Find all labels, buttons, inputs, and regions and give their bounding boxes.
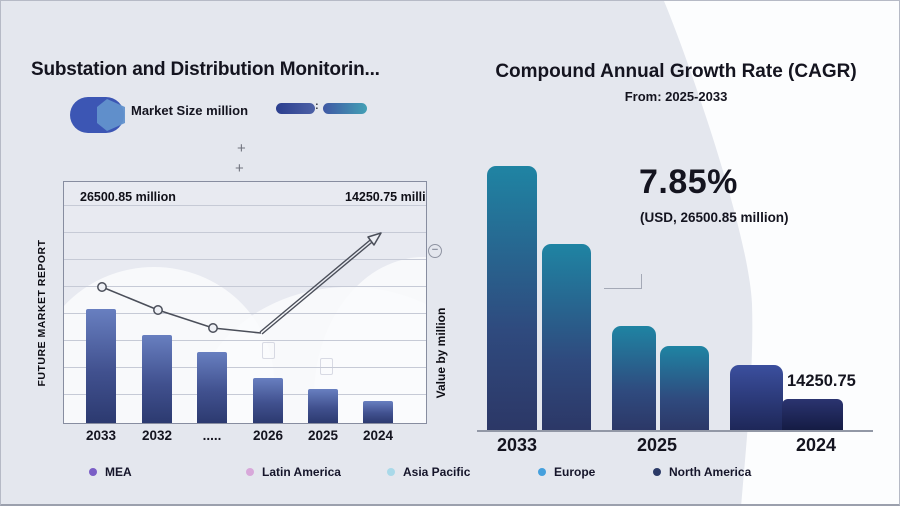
x-axis-label: 2025 <box>307 428 339 443</box>
market-title: Substation and Distribution Monitorin... <box>31 59 380 80</box>
cagr-x-label: 2025 <box>636 435 678 455</box>
cagr-bar-2033-secondary <box>542 244 591 432</box>
growth-arrow-line <box>261 237 378 335</box>
gridline <box>64 394 426 395</box>
legend-marker <box>653 468 661 476</box>
gridline <box>64 313 426 314</box>
ratio-pill-left <box>276 103 315 114</box>
market-size-chart-panel: 26500.85 million 14250.75 million <box>63 181 427 424</box>
x-axis-label: 2033 <box>85 428 117 443</box>
cagr-bar-2025-primary <box>612 326 656 432</box>
value-callout: 14250.75 <box>787 372 856 390</box>
document-watermark-icon <box>320 358 333 375</box>
x-axis-label: 2024 <box>362 428 394 443</box>
cagr-axis-line <box>477 430 873 432</box>
chart-bar-2025 <box>308 389 338 423</box>
cagr-title: Compound Annual Growth Rate (CAGR) <box>495 61 857 82</box>
arrowhead-icon <box>367 232 382 246</box>
gridline <box>64 232 426 233</box>
x-axis-label: 2026 <box>252 428 284 443</box>
cagr-bar-2024-secondary <box>782 399 843 432</box>
cagr-subtitle: From: 2025-2033 <box>624 89 728 104</box>
gridline <box>64 259 426 260</box>
legend-label: North America <box>669 465 752 479</box>
legend-item-europe: Europe <box>538 465 595 479</box>
plus-mark-icon: + <box>235 160 244 177</box>
market-size-label: Market Size million <box>131 103 249 118</box>
max-value-label: 26500.85 million <box>80 190 176 204</box>
legend-marker <box>246 468 254 476</box>
chart-bar-2033 <box>86 309 116 423</box>
line-marker <box>97 282 107 292</box>
database-icon <box>70 97 125 133</box>
future-market-report-watermark: FUTURE MARKET REPORT <box>36 239 48 387</box>
cagr-x-label: 2033 <box>496 435 538 455</box>
gridline <box>64 367 426 368</box>
chart-bar-2024 <box>363 401 393 423</box>
cagr-detail: (USD, 26500.85 million) <box>640 210 789 225</box>
legend-label: Latin America <box>262 465 341 479</box>
trend-line-chart <box>97 232 382 335</box>
line-marker <box>153 305 163 315</box>
step-bracket-shape <box>604 274 642 289</box>
legend-marker <box>89 468 97 476</box>
legend-label: MEA <box>105 465 132 479</box>
chart-bar-2032 <box>142 335 172 423</box>
gridline <box>64 286 426 287</box>
document-watermark-icon <box>262 342 275 359</box>
cagr-bar-2025-secondary <box>660 346 709 432</box>
legend-marker <box>387 468 395 476</box>
plus-mark-icon: + <box>237 140 246 157</box>
ratio-pill-right <box>323 103 367 114</box>
legend-item-asia-pacific: Asia Pacific <box>387 465 470 479</box>
legend-item-latin-america: Latin America <box>246 465 341 479</box>
cagr-bar-2033-primary <box>487 166 537 432</box>
x-axis-label: ..... <box>202 428 222 443</box>
line-marker <box>208 323 218 333</box>
legend-item-mea: MEA <box>89 465 132 479</box>
ratio-colon: : <box>315 100 319 112</box>
cagr-value: 7.85% <box>639 163 738 201</box>
legend-marker <box>538 468 546 476</box>
gridline <box>64 205 426 206</box>
cagr-bar-2024-primary <box>730 365 783 432</box>
chart-bar-2026 <box>253 378 283 423</box>
white-diagonal-shape <box>664 1 899 504</box>
gridline <box>64 340 426 341</box>
chart-bar-middle <box>197 352 227 423</box>
legend-label: Asia Pacific <box>403 465 471 479</box>
legend-item-north-america: North America <box>653 465 751 479</box>
x-axis-label: 2032 <box>141 428 173 443</box>
value-axis-label: Value by million <box>434 307 448 399</box>
legend-label: Europe <box>554 465 596 479</box>
min-value-label: 14250.75 million <box>345 190 426 204</box>
cagr-x-label: 2024 <box>795 435 837 455</box>
minus-badge-icon: − <box>428 244 442 258</box>
